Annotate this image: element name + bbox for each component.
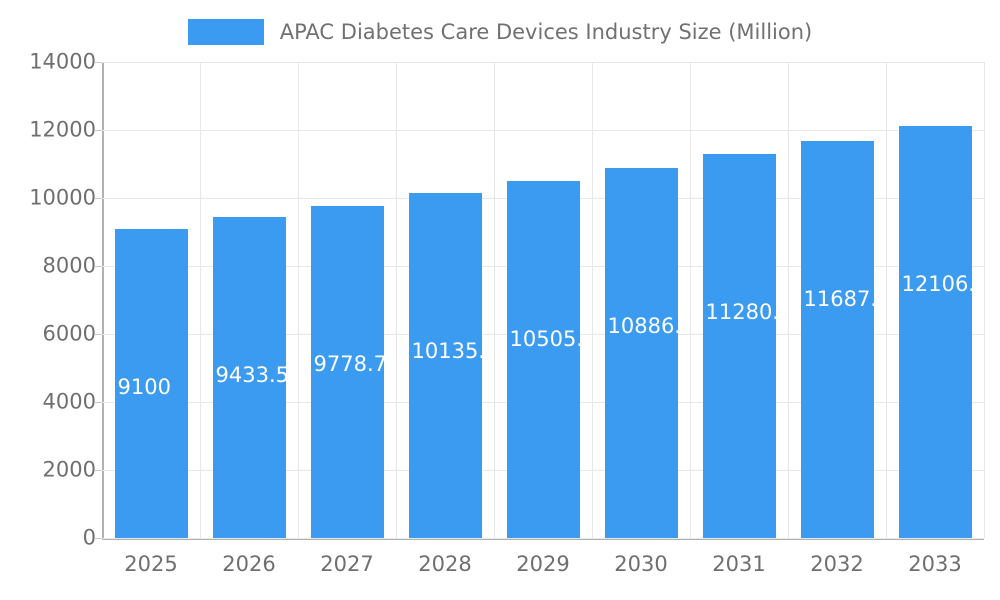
y-axis-tick-label: 2000 (42, 457, 96, 482)
x-axis-line (102, 538, 984, 540)
y-axis-tick-mark (94, 538, 102, 539)
x-axis-tick-label-2029: 2029 (516, 552, 570, 576)
x-axis-tick-label-2030: 2030 (614, 552, 668, 576)
y-axis-tick-label: 0 (82, 525, 96, 550)
gridline-vertical (886, 62, 887, 538)
y-axis-tick-mark (94, 470, 102, 471)
gridline-vertical (298, 62, 299, 538)
gridline-horizontal (102, 538, 984, 539)
x-axis-tick-label-2031: 2031 (712, 552, 766, 576)
y-axis-tick-mark (94, 266, 102, 267)
gridline-vertical (984, 62, 985, 538)
bar-2027[interactable]: 9778.74 (310, 205, 384, 538)
gridline-vertical (200, 62, 201, 538)
bar-value-label: 11280.5 (705, 300, 776, 325)
y-axis-tick-label: 14000 (29, 49, 96, 74)
chart-legend: APAC Diabetes Care Devices Industry Size… (0, 14, 1000, 50)
bar-value-label: 9778.74 (313, 351, 384, 376)
bar-value-label: 12106.9 (901, 272, 972, 297)
bar-value-label: 9433.5 (215, 363, 286, 388)
gridline-vertical (494, 62, 495, 538)
x-axis-tick-label-2033: 2033 (908, 552, 962, 576)
x-axis-tick-labels: 2025 2026 2027 2028 2029 2030 2031 2032 2033 (102, 548, 984, 588)
y-axis-tick-mark (94, 198, 102, 199)
gridline-vertical (592, 62, 593, 538)
bar-2033[interactable]: 12106.9 (898, 126, 972, 538)
bar-value-label: 9100 (117, 374, 171, 399)
bar-value-label: 10886.5 (607, 313, 678, 338)
gridline-vertical (396, 62, 397, 538)
bar-value-label: 10135.8 (411, 339, 482, 364)
y-axis-tick-mark (94, 130, 102, 131)
gridline-horizontal (102, 62, 984, 63)
legend-series-label: APAC Diabetes Care Devices Industry Size… (279, 19, 813, 44)
gridline-vertical (788, 62, 789, 538)
x-axis-tick-label-2028: 2028 (418, 552, 472, 576)
y-axis-tick-label: 10000 (29, 185, 96, 210)
y-axis-tick-labels: 0 2000 4000 6000 8000 10000 12000 14000 (0, 51, 102, 548)
y-axis-tick-label: 12000 (29, 117, 96, 142)
y-axis-tick-label: 4000 (42, 389, 96, 414)
y-axis-tick-mark (94, 402, 102, 403)
bar-2026[interactable]: 9433.5 (212, 217, 286, 538)
bar-value-label: 10505.0 (509, 326, 580, 351)
bar-2025[interactable]: 9100 (114, 228, 188, 538)
y-axis-tick-label: 8000 (42, 253, 96, 278)
y-axis-tick-label: 6000 (42, 321, 96, 346)
x-axis-tick-label-2027: 2027 (320, 552, 374, 576)
legend-color-swatch (187, 19, 264, 45)
plot-area: 9100 9433.5 9778.74 10135.8 10505.0 10886.5 11… (102, 62, 985, 539)
x-axis-tick-label-2032: 2032 (810, 552, 864, 576)
bar-2030[interactable]: 10886.5 (604, 167, 678, 538)
x-axis-tick-label-2026: 2026 (222, 552, 276, 576)
y-axis-line (102, 62, 104, 539)
gridline-horizontal (102, 130, 984, 131)
y-axis-tick-mark (94, 62, 102, 63)
x-axis-tick-label-2025: 2025 (124, 552, 178, 576)
y-axis-tick-mark (94, 334, 102, 335)
bar-value-label: 11687.2 (803, 286, 874, 311)
bar-2031[interactable]: 11280.5 (702, 154, 776, 538)
bar-2029[interactable]: 10505.0 (506, 180, 580, 538)
bar-2032[interactable]: 11687.2 (800, 140, 874, 538)
bar-2028[interactable]: 10135.8 (408, 193, 482, 538)
gridline-vertical (690, 62, 691, 538)
